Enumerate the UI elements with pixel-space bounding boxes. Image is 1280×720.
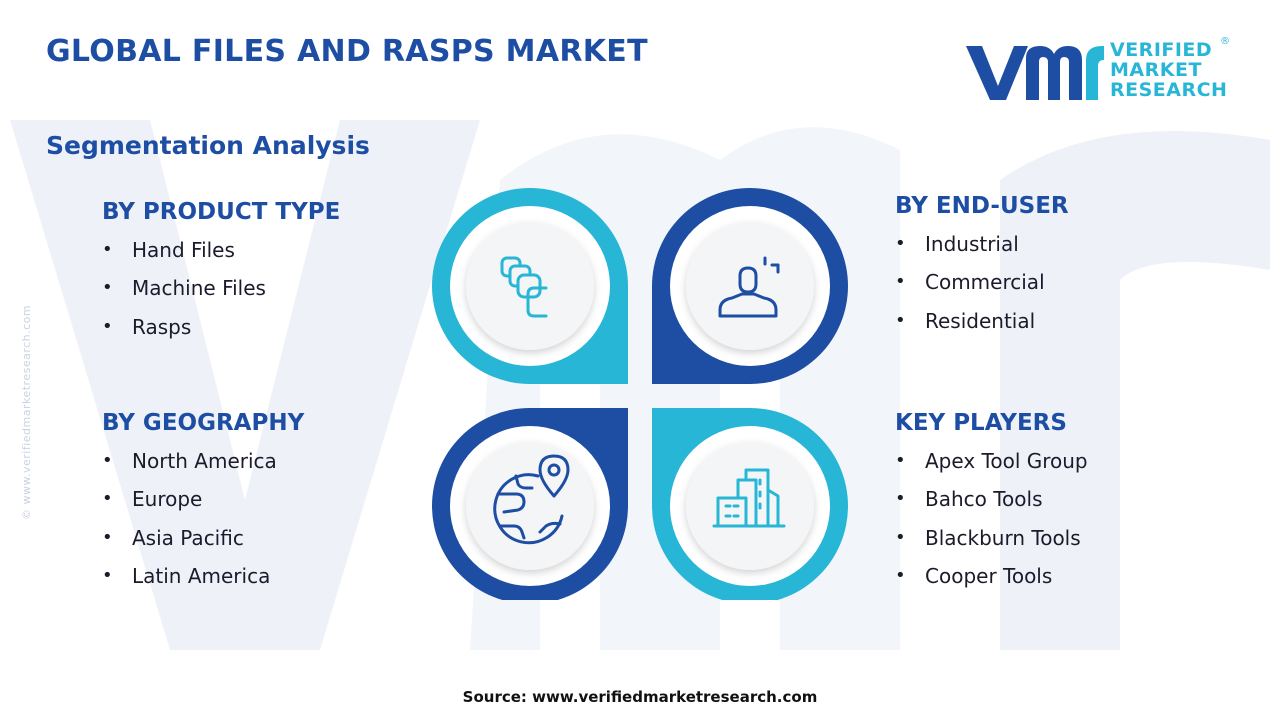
segment-geography: BY GEOGRAPHY North America Europe Asia P… <box>102 410 304 601</box>
segment-title: KEY PLAYERS <box>895 410 1067 436</box>
list-item: Europe <box>102 486 304 524</box>
registered-mark: ® <box>1220 36 1230 47</box>
list-item: Residential <box>895 308 1069 346</box>
files-stack-icon <box>500 256 548 318</box>
segment-list: Apex Tool Group Bahco Tools Blackburn To… <box>895 448 1088 601</box>
source-credit: Source: www.verifiedmarketresearch.com <box>462 688 818 706</box>
page-subtitle: Segmentation Analysis <box>46 131 370 160</box>
vmr-logo: VERIFIED MARKET RESEARCH ® <box>964 36 1234 104</box>
segment-list: Hand Files Machine Files Rasps <box>102 237 340 352</box>
globe-pin-icon <box>493 454 570 545</box>
petal-key-players <box>652 408 848 600</box>
segment-list: North America Europe Asia Pacific Latin … <box>102 448 304 601</box>
segment-list: Industrial Commercial Residential <box>895 231 1069 346</box>
buildings-icon <box>712 468 786 528</box>
logo-line-1: VERIFIED <box>1110 39 1213 61</box>
logo-line-2: MARKET <box>1110 59 1202 81</box>
list-item: Industrial <box>895 231 1069 269</box>
list-item: North America <box>102 448 304 486</box>
list-item: Hand Files <box>102 237 340 275</box>
petal-geography <box>432 408 628 600</box>
segment-title: BY PRODUCT TYPE <box>102 199 341 225</box>
vmr-logo-mark <box>966 46 1104 100</box>
segment-title: BY END-USER <box>895 193 1069 219</box>
segment-end-user: BY END-USER Industrial Commercial Reside… <box>895 193 1069 346</box>
page-title: GLOBAL FILES AND RASPS MARKET <box>46 34 648 69</box>
list-item: Apex Tool Group <box>895 448 1088 486</box>
petal-end-user <box>652 188 848 384</box>
segment-product-type: BY PRODUCT TYPE Hand Files Machine Files… <box>102 199 340 352</box>
list-item: Cooper Tools <box>895 563 1088 601</box>
list-item: Bahco Tools <box>895 486 1088 524</box>
list-item: Commercial <box>895 269 1069 307</box>
segmentation-diagram <box>432 188 848 600</box>
user-icon <box>718 256 780 318</box>
segment-key-players: KEY PLAYERS Apex Tool Group Bahco Tools … <box>895 410 1088 601</box>
logo-line-3: RESEARCH <box>1110 79 1228 101</box>
side-watermark: © www.verifiedmarketresearch.com <box>20 304 33 520</box>
list-item: Latin America <box>102 563 304 601</box>
vmr-logo-text: VERIFIED MARKET RESEARCH <box>1110 40 1227 100</box>
list-item: Machine Files <box>102 275 340 313</box>
list-item: Asia Pacific <box>102 525 304 563</box>
segment-title: BY GEOGRAPHY <box>102 410 305 436</box>
list-item: Rasps <box>102 314 340 352</box>
list-item: Blackburn Tools <box>895 525 1088 563</box>
